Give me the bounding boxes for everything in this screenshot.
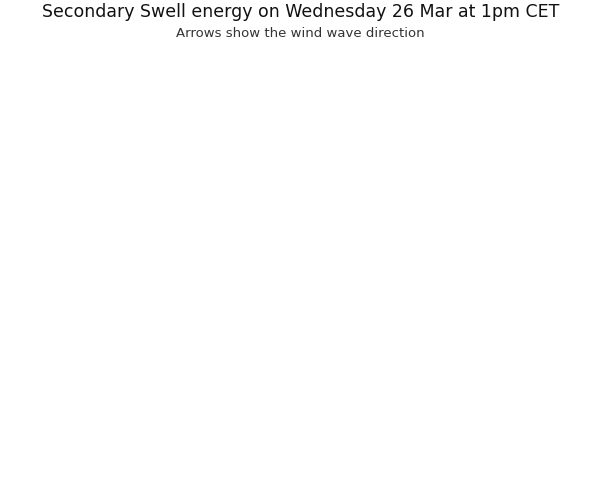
Text: Secondary Swell energy on Wednesday 26 Mar at 1pm CET: Secondary Swell energy on Wednesday 26 M… xyxy=(42,4,559,21)
Text: Cartopy required for map rendering: Cartopy required for map rendering xyxy=(152,264,449,282)
Text: Arrows show the wind wave direction: Arrows show the wind wave direction xyxy=(176,27,425,40)
